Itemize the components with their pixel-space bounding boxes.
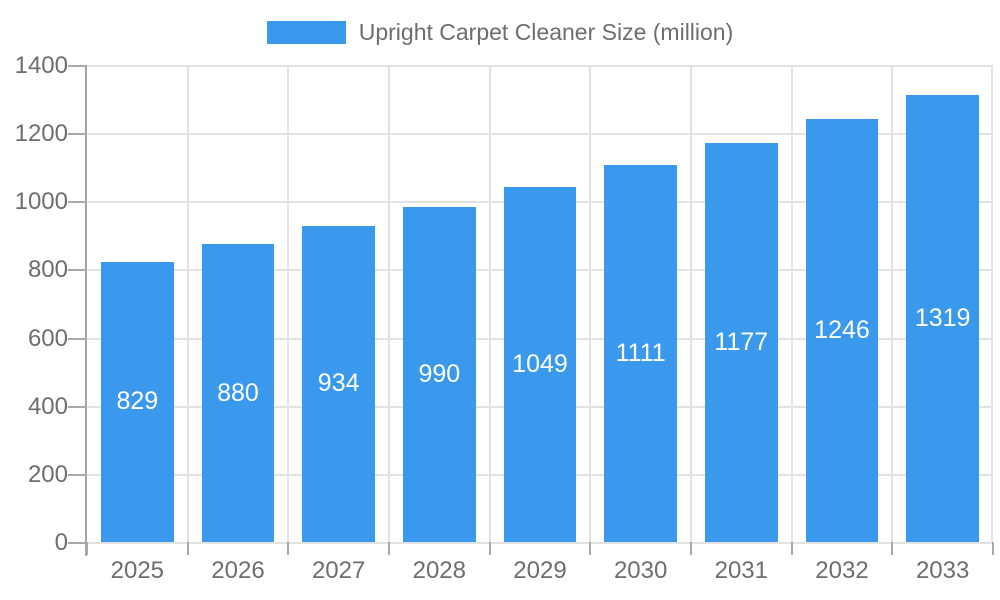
legend-swatch [266,20,346,44]
x-gridline [689,65,692,542]
bar: 990 [403,206,476,542]
legend-label: Upright Carpet Cleaner Size (million) [358,19,734,45]
bar-value-label: 1111 [615,339,666,368]
y-tick-mark [68,473,87,476]
y-tick-label: 1400 [14,52,68,79]
bar: 934 [302,225,375,542]
y-tick-label: 1200 [14,120,68,148]
x-gridline [991,65,993,542]
y-tick-label: 200 [27,460,68,488]
y-tick-mark [68,133,87,136]
bar: 1246 [805,119,879,542]
y-tick-label: 600 [27,324,68,352]
plot-area: 0 200 400 600 800 1000 1200 1400 829 2025 880 2026 9… [15,53,994,584]
x-tick-label: 2027 [311,557,366,584]
bar-value-label: 829 [116,387,159,416]
x-gridline [589,65,592,542]
x-tick-label: 2030 [613,557,668,584]
x-tick-label: 2026 [211,557,265,584]
y-tick-label: 0 [54,529,68,556]
x-tick-label: 2033 [915,557,970,584]
y-tick-mark [68,201,87,204]
x-gridline [387,65,390,542]
bar: 880 [201,244,275,542]
bar: 1319 [906,94,979,542]
y-tick-mark [68,337,87,340]
bar: 1111 [604,165,677,542]
x-tick-mark [488,542,491,555]
x-tick-label: 2032 [815,557,869,584]
x-tick-mark [387,542,390,555]
x-tick-label: 2025 [110,557,165,584]
x-tick-mark [891,542,894,555]
y-gridline [87,133,993,136]
bar-value-label: 934 [317,369,360,398]
x-gridline [186,65,189,542]
bar-value-label: 1246 [814,316,870,345]
bar-value-label: 880 [217,378,259,407]
y-tick-mark [68,269,87,272]
x-tick-mark [86,542,88,555]
bar-value-label: 990 [418,359,461,388]
x-tick-label: 2028 [412,557,466,584]
x-gridline [891,65,894,542]
y-tick-label: 800 [27,256,68,284]
x-tick-mark [589,542,592,555]
y-axis-line [85,65,87,556]
legend: Upright Carpet Cleaner Size (million) [0,18,1000,46]
bar-value-label: 1049 [512,349,568,378]
y-tick-label: 400 [27,392,68,420]
x-tick-mark [186,542,189,555]
y-tick-mark [68,542,87,544]
bar: 1177 [705,142,778,542]
bar-value-label: 1177 [714,327,769,356]
bar-value-label: 1319 [914,303,971,332]
y-tick-mark [68,405,87,408]
x-tick-mark [992,542,994,555]
x-gridline [790,65,793,542]
y-gridline [87,542,993,544]
x-tick-label: 2031 [714,557,768,584]
y-tick-label: 1000 [14,188,68,216]
x-tick-mark [790,542,793,555]
x-gridline [287,65,290,542]
y-tick-mark [68,65,87,67]
bar: 1049 [503,186,577,542]
bar: 829 [101,261,174,542]
x-tick-label: 2029 [513,557,567,584]
x-tick-mark [689,542,692,555]
y-gridline [87,65,993,67]
x-tick-mark [287,542,290,555]
x-gridline [488,65,491,542]
